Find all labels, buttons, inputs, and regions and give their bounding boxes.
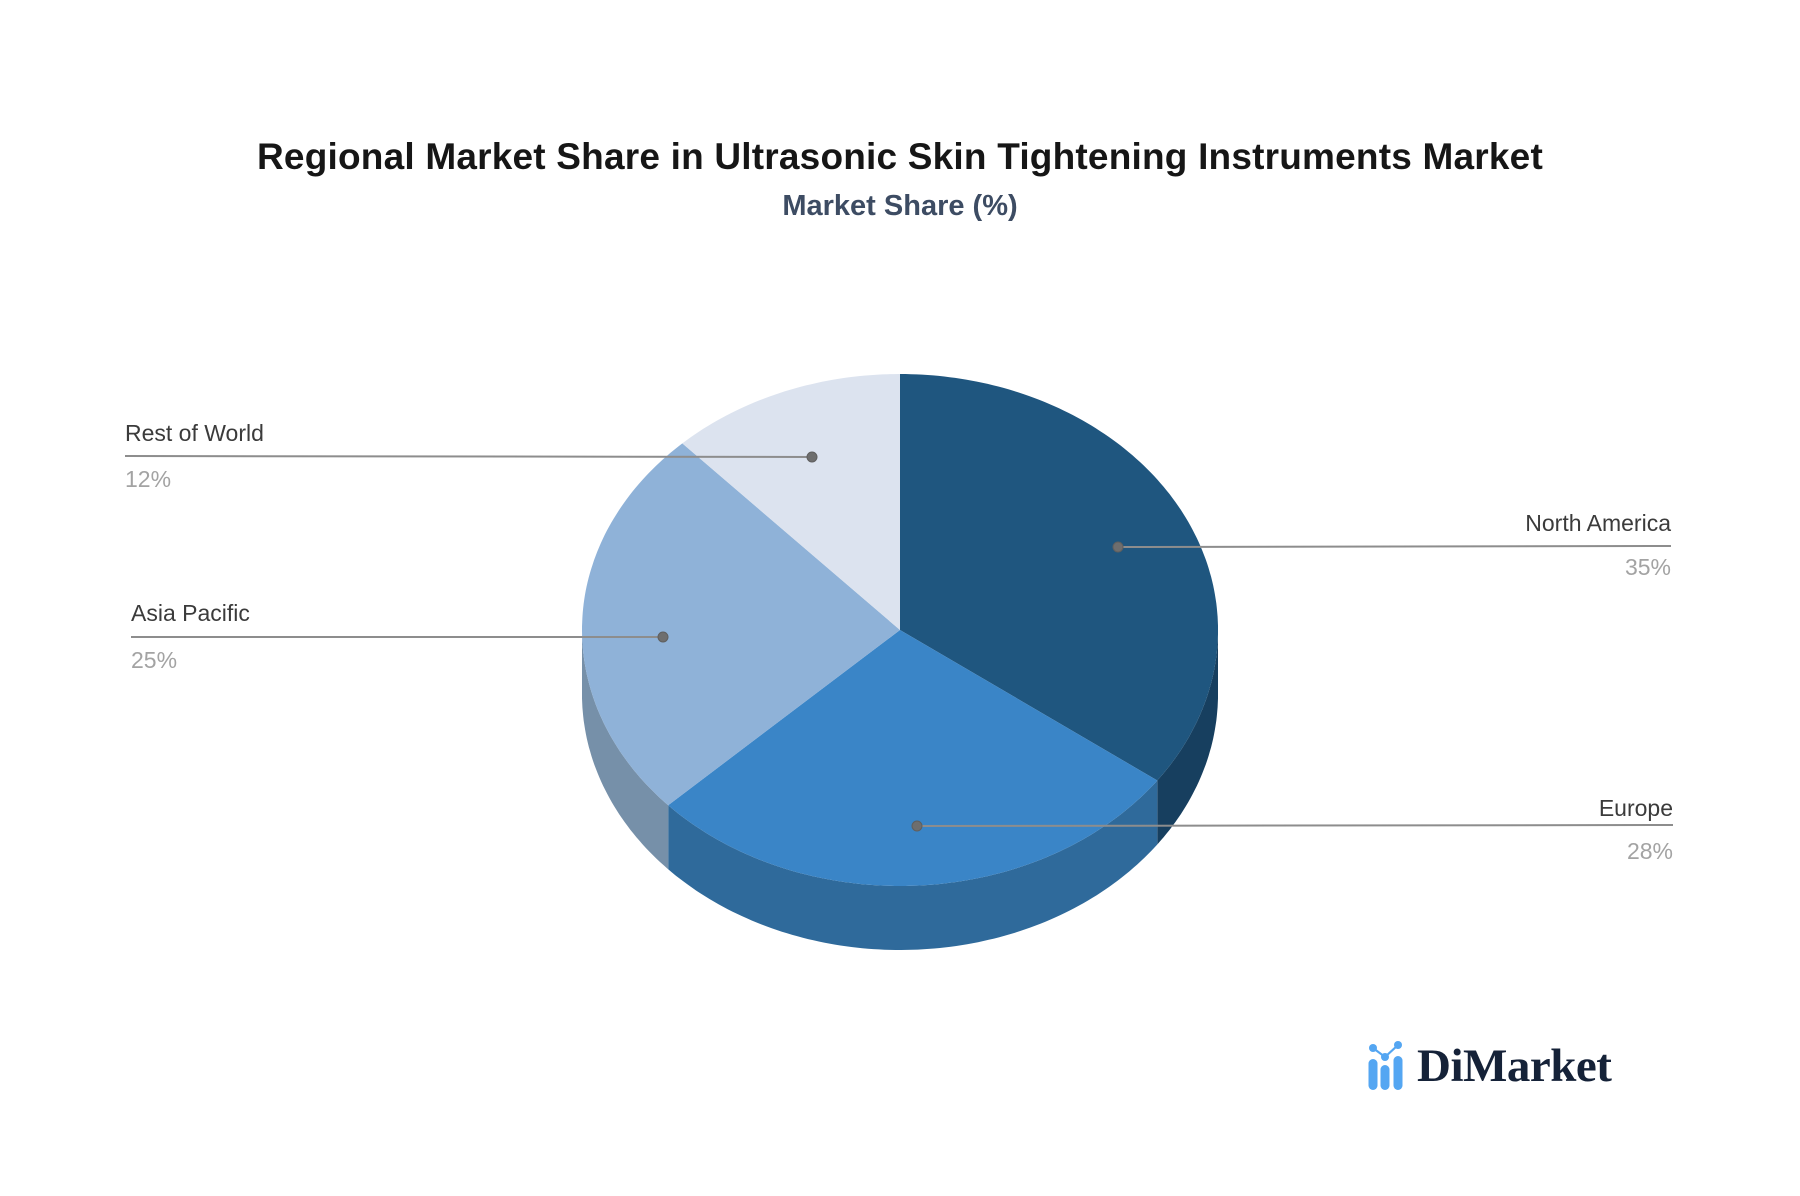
chart-subtitle: Market Share (%) <box>782 190 1018 222</box>
pie-slice-north-america[interactable] <box>900 374 1218 781</box>
callout-line-rest-of-world <box>124 455 813 458</box>
pie-slice-side-north-america <box>1157 630 1218 845</box>
callout-dot-north-america <box>1112 541 1124 553</box>
chart-title: Regional Market Share in Ultrasonic Skin… <box>257 136 1543 177</box>
bar-chart-logo-icon <box>1368 1041 1403 1090</box>
pie-slice-side-europe <box>668 780 1158 950</box>
slice-pct-europe: 28% <box>1626 838 1673 864</box>
slice-label-asia-pacific: Asia Pacific <box>131 600 250 626</box>
slice-label-rest-of-world: Rest of World <box>125 420 264 446</box>
callout-dot-europe <box>911 820 923 832</box>
slice-pct-asia-pacific: 25% <box>131 647 178 673</box>
callout-dot-rest-of-world <box>806 451 818 463</box>
pie-slice-side-asia-pacific <box>582 630 669 870</box>
brand-logo: DiMarket <box>1366 1040 1612 1092</box>
slice-label-europe: Europe <box>1598 795 1673 821</box>
slice-label-north-america: North America <box>1525 510 1671 536</box>
callout-line-north-america <box>1117 545 1672 548</box>
pie-slice-asia-pacific[interactable] <box>582 443 900 806</box>
callout-dot-asia-pacific <box>657 631 669 643</box>
pie-slice-europe[interactable] <box>668 630 1158 886</box>
slice-pct-north-america: 35% <box>1624 554 1671 580</box>
callout-line-europe <box>916 824 1674 827</box>
brand-logo-text: DiMarket <box>1417 1040 1612 1092</box>
slice-pct-rest-of-world: 12% <box>125 466 172 492</box>
pie-slice-rest-of-world[interactable] <box>682 374 900 630</box>
